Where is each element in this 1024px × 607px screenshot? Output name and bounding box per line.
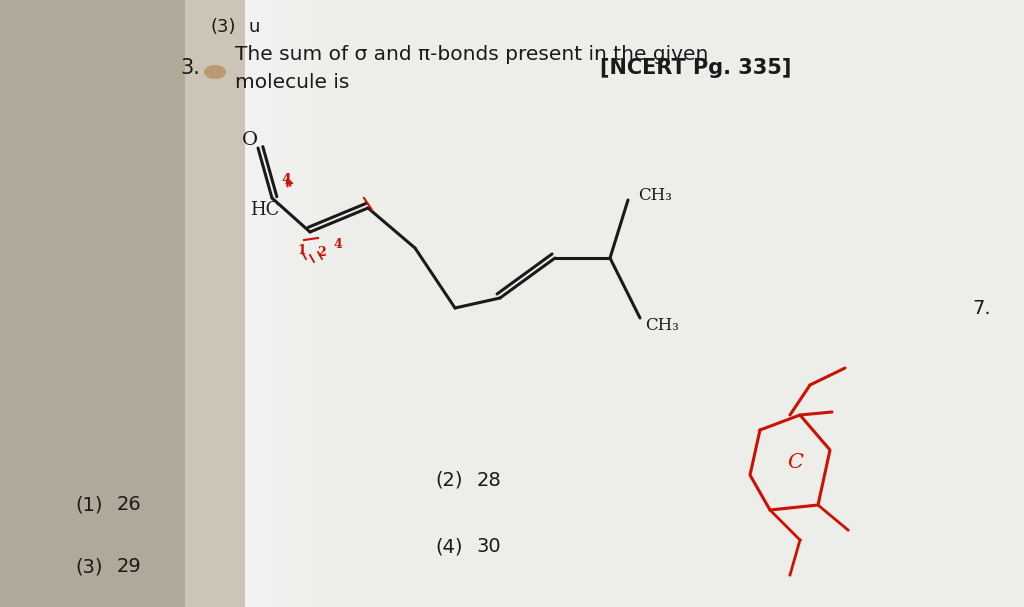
Bar <box>245 0 1024 607</box>
Text: molecule is: molecule is <box>234 72 349 92</box>
Bar <box>275 0 285 607</box>
Bar <box>255 0 265 607</box>
Text: HC: HC <box>250 201 280 219</box>
Text: C: C <box>787 453 803 472</box>
Text: The sum of σ and π-bonds present in the given: The sum of σ and π-bonds present in the … <box>234 46 709 64</box>
Bar <box>0 0 185 607</box>
Text: 28: 28 <box>477 470 502 489</box>
Text: (3): (3) <box>210 18 236 36</box>
Text: 26: 26 <box>117 495 141 515</box>
Text: (2): (2) <box>435 470 463 489</box>
Text: 4: 4 <box>334 237 342 251</box>
Text: (3): (3) <box>75 557 102 577</box>
Bar <box>285 0 295 607</box>
Text: (1): (1) <box>75 495 102 515</box>
Text: CH₃: CH₃ <box>638 188 672 205</box>
Bar <box>335 0 345 607</box>
Bar <box>185 0 245 607</box>
Bar <box>315 0 325 607</box>
Text: 3.: 3. <box>180 58 200 78</box>
Text: 29: 29 <box>117 557 141 577</box>
Bar <box>305 0 315 607</box>
Bar <box>265 0 275 607</box>
Bar <box>295 0 305 607</box>
Bar <box>245 0 255 607</box>
Bar <box>325 0 335 607</box>
Text: u: u <box>248 18 259 36</box>
Text: O: O <box>242 131 258 149</box>
Text: [NCERT Pg. 335]: [NCERT Pg. 335] <box>600 58 792 78</box>
Text: CH₃: CH₃ <box>645 317 679 334</box>
Text: 4: 4 <box>282 173 291 187</box>
Text: 1: 1 <box>298 243 306 257</box>
Text: 30: 30 <box>477 538 502 557</box>
Ellipse shape <box>204 65 226 79</box>
Text: 7.: 7. <box>973 299 991 317</box>
Text: (4): (4) <box>435 538 463 557</box>
Text: 2: 2 <box>317 245 327 259</box>
